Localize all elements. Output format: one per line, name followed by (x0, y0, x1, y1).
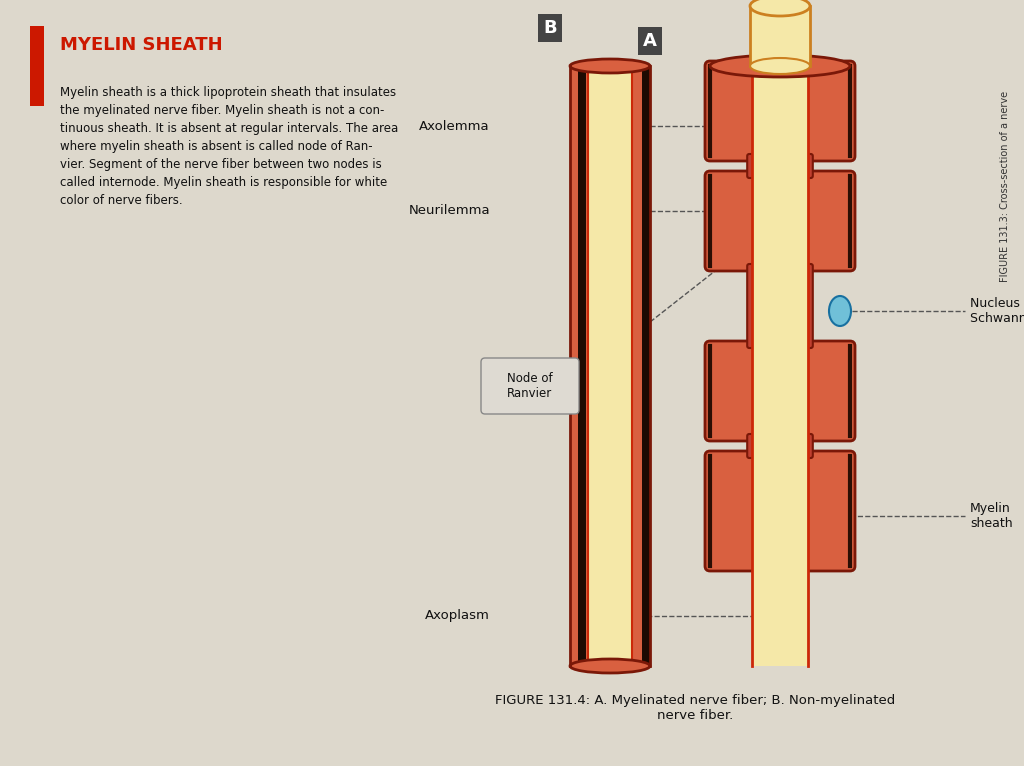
FancyBboxPatch shape (748, 154, 813, 178)
Bar (750, 6, 810, 66)
Text: Neurilemma: Neurilemma (409, 205, 490, 218)
FancyBboxPatch shape (705, 451, 855, 571)
Text: Axolemma: Axolemma (420, 119, 490, 133)
FancyBboxPatch shape (481, 358, 579, 414)
Text: FIGURE 131.3: Cross-section of a nerve: FIGURE 131.3: Cross-section of a nerve (1000, 90, 1010, 282)
Bar (642, 66, 650, 666)
Bar (570, 66, 650, 666)
FancyBboxPatch shape (705, 171, 855, 271)
Bar (578, 66, 586, 666)
Bar (30, 26, 44, 106)
Ellipse shape (829, 296, 851, 326)
Bar (588, 66, 632, 666)
Text: B: B (543, 19, 557, 37)
Text: Myelin
sheath: Myelin sheath (970, 502, 1013, 530)
Text: Nucleus of
Schwann cell: Nucleus of Schwann cell (970, 297, 1024, 325)
FancyBboxPatch shape (705, 61, 855, 161)
Text: FIGURE 131.4: A. Myelinated nerve fiber; B. Non-myelinated
nerve fiber.: FIGURE 131.4: A. Myelinated nerve fiber;… (495, 694, 895, 722)
Text: Myelin sheath is a thick lipoprotein sheath that insulates
the myelinated nerve : Myelin sheath is a thick lipoprotein she… (60, 86, 398, 207)
Ellipse shape (750, 58, 810, 74)
FancyBboxPatch shape (748, 434, 813, 458)
Text: Axoplasm: Axoplasm (425, 610, 490, 623)
FancyBboxPatch shape (705, 341, 855, 441)
Text: Node of
Ranvier: Node of Ranvier (507, 372, 553, 400)
FancyBboxPatch shape (748, 264, 813, 348)
Text: MYELIN SHEATH: MYELIN SHEATH (60, 36, 222, 54)
Ellipse shape (570, 59, 650, 73)
Ellipse shape (570, 659, 650, 673)
Ellipse shape (710, 55, 850, 77)
Bar (752, 66, 808, 666)
Ellipse shape (750, 0, 810, 16)
Text: A: A (643, 32, 657, 50)
